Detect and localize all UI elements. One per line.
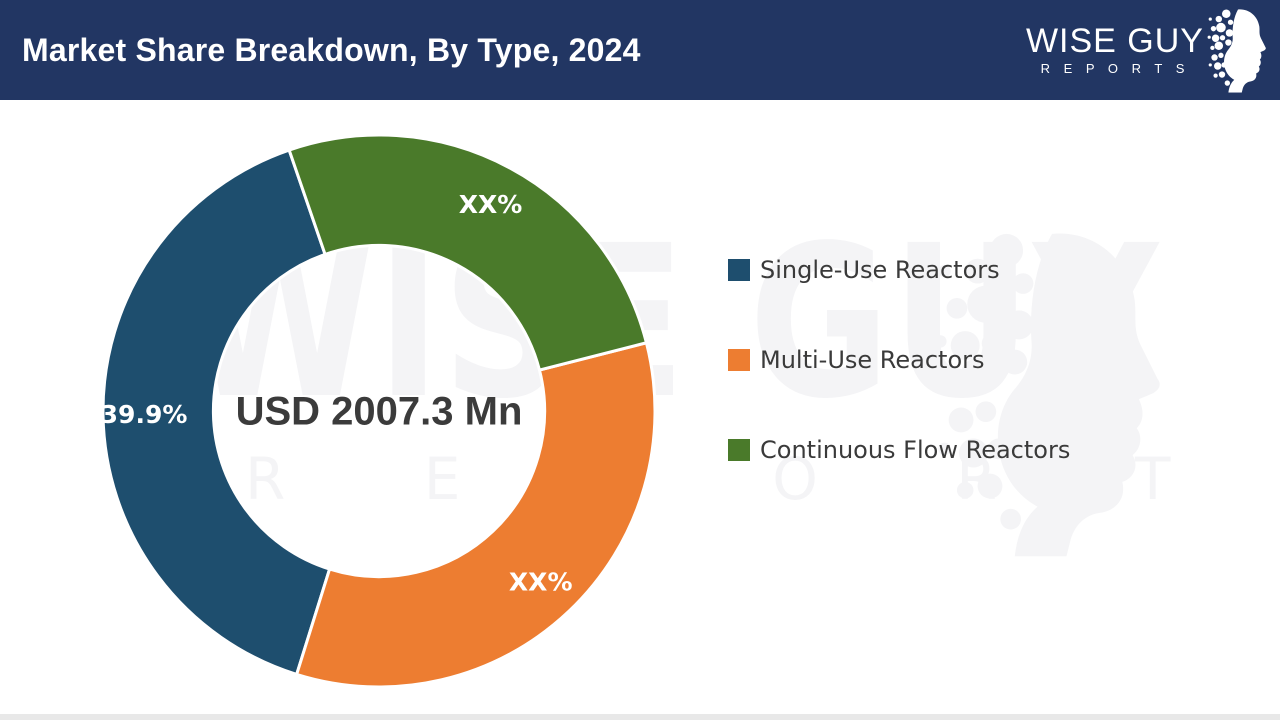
header-bar: Market Share Breakdown, By Type, 2024 WI… <box>0 0 1280 100</box>
wise-guy-logo: WISE GUY R E P O R T S <box>1026 7 1270 93</box>
logo-wordmark: WISE GUY <box>1025 22 1204 60</box>
donut-chart: 39.9% XX% XX% USD 2007.3 Mn <box>101 133 657 689</box>
legend-item-multi-use-reactors: Multi-Use Reactors <box>728 346 1070 374</box>
chart-legend: Single-Use Reactors Multi-Use Reactors Con… <box>728 256 1071 527</box>
legend-label: Single-Use Reactors <box>760 256 1000 284</box>
chart-area: WISE GUY R E P O R T S 39.9%XX%XX% USD 2… <box>0 100 1280 714</box>
slice-label-multi-use-reactors: XX% <box>509 567 573 596</box>
slice-label-single-use-reactors: 39.9% <box>101 400 188 429</box>
legend-swatch <box>728 349 750 371</box>
logo-text: WISE GUY R E P O R T S <box>1026 24 1204 76</box>
logo-subtitle: R E P O R T S <box>1040 61 1190 76</box>
donut-segment-multi-use-reactors <box>295 341 657 689</box>
footer-strip <box>0 714 1280 720</box>
page-title: Market Share Breakdown, By Type, 2024 <box>22 31 641 68</box>
legend-item-continuous-flow-reactors: Continuous Flow Reactors <box>728 436 1071 464</box>
legend-swatch <box>728 439 750 461</box>
donut-segment-continuous-flow-reactors <box>287 133 648 372</box>
legend-label: Continuous Flow Reactors <box>760 436 1071 464</box>
slice-label-continuous-flow-reactors: XX% <box>459 190 523 219</box>
donut-segment-single-use-reactors <box>101 148 332 676</box>
legend-swatch <box>728 259 750 281</box>
chart-center-value: USD 2007.3 Mn <box>236 390 523 434</box>
legend-label: Multi-Use Reactors <box>760 346 985 374</box>
legend-item-single-use-reactors: Single-Use Reactors <box>728 256 1070 284</box>
logo-face-icon <box>1206 7 1270 93</box>
